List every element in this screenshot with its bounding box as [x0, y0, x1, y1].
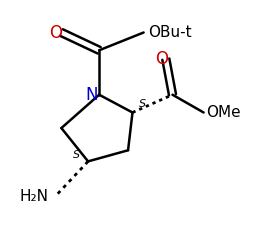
Text: OBu-t: OBu-t [148, 25, 192, 40]
Text: O: O [49, 23, 62, 41]
Text: O: O [155, 50, 168, 68]
Text: N: N [85, 86, 98, 104]
Text: OMe: OMe [206, 105, 240, 120]
Text: S: S [139, 99, 146, 109]
Text: H₂N: H₂N [19, 189, 48, 205]
Text: S: S [73, 150, 81, 160]
